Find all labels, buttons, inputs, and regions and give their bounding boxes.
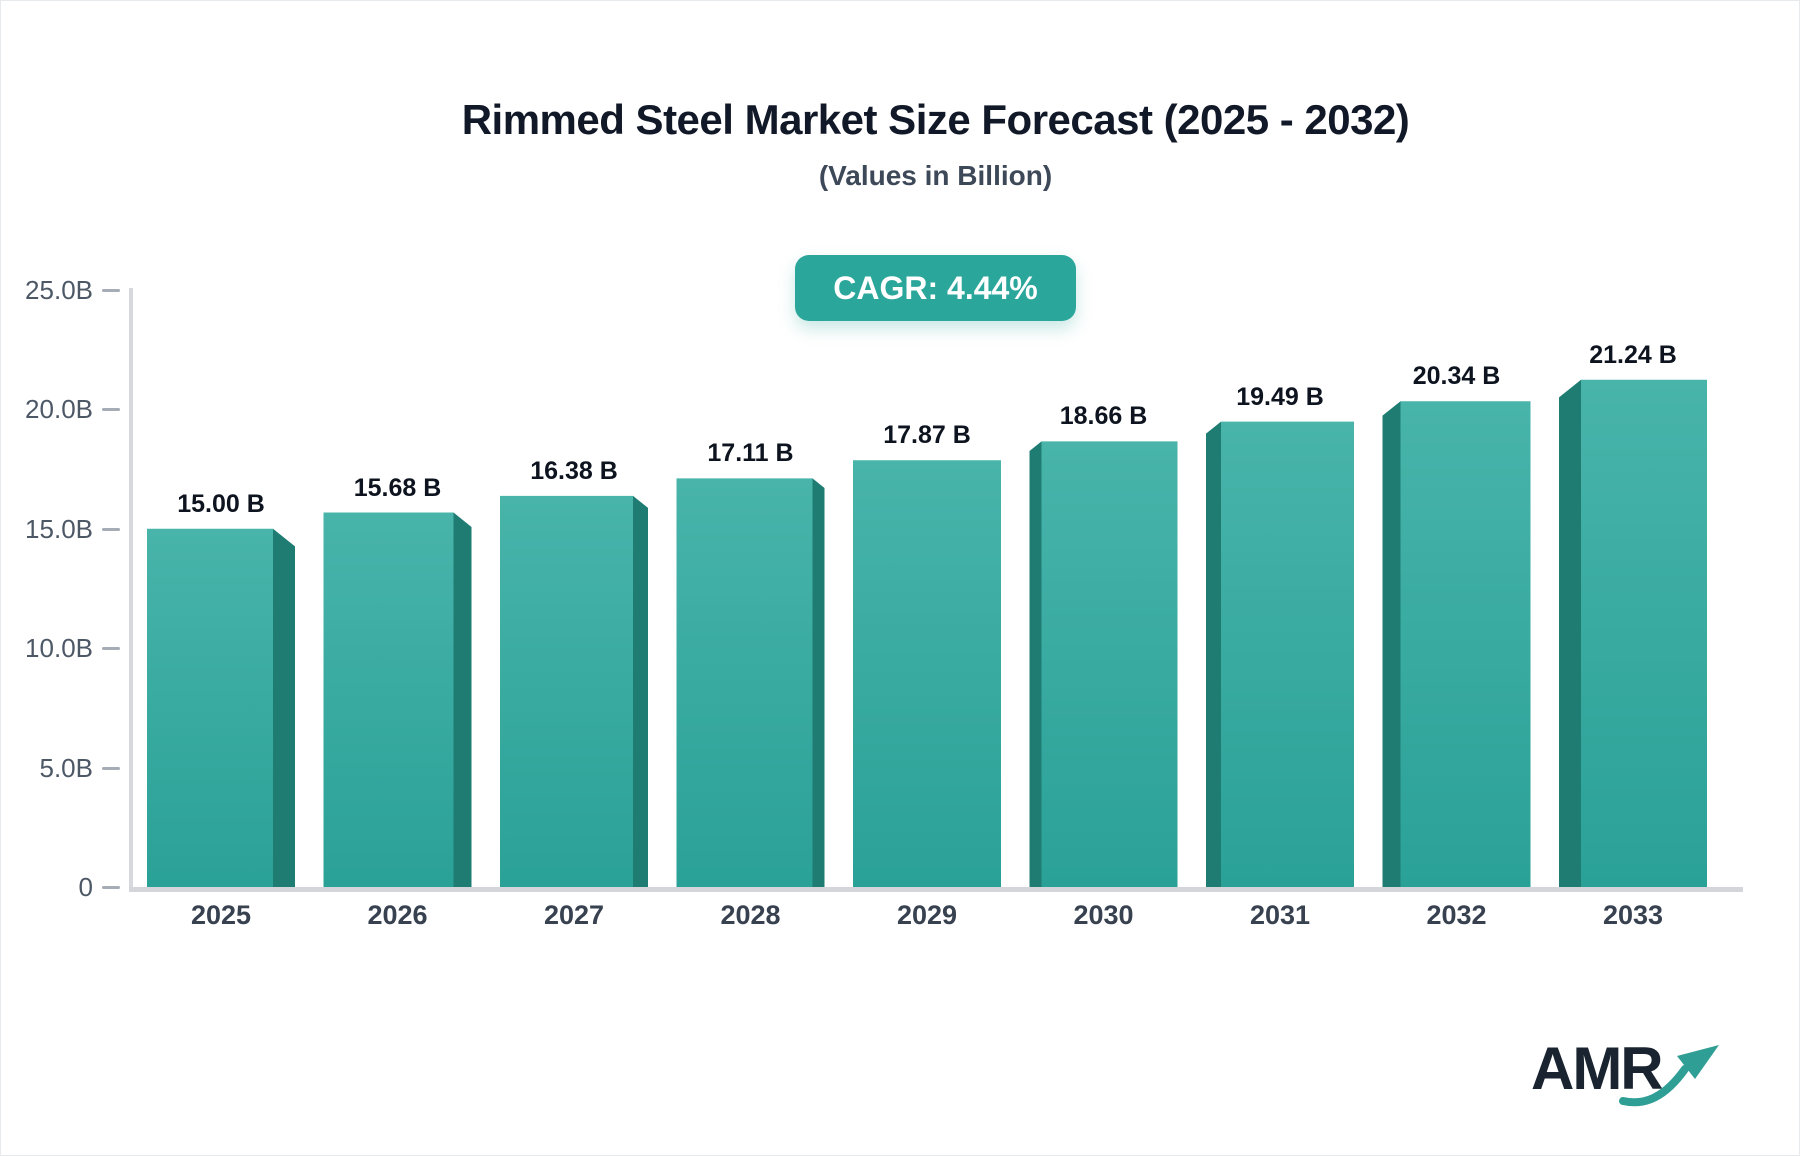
cagr-badge-band: CAGR: 4.44% — [70, 255, 1799, 321]
bar-face — [1221, 421, 1354, 887]
y-tick-dash — [102, 408, 120, 412]
x-tick-label: 2032 — [1426, 900, 1487, 930]
trend-arrow-icon — [1619, 1045, 1719, 1107]
bar-face — [1041, 441, 1178, 887]
bar-value-label: 21.24 B — [1589, 340, 1677, 369]
x-tick-label: 2033 — [1602, 900, 1664, 930]
y-tick-label: 0 — [78, 872, 93, 902]
bar-value-label: 17.11 B — [707, 439, 794, 468]
bar-face — [500, 495, 633, 887]
amr-logo-text: AMR — [1531, 1035, 1664, 1102]
chart-subtitle: (Values in Billion) — [818, 160, 1053, 191]
y-tick-dash — [102, 647, 120, 651]
x-axis-line — [129, 887, 1743, 892]
y-tick-dash — [102, 527, 120, 531]
bar-value-label: 19.49 B — [1236, 382, 1324, 411]
bar-value-label: 15.68 B — [353, 473, 442, 502]
y-tick-dash — [102, 289, 120, 292]
y-tick-label: 20.0B — [25, 394, 93, 425]
y-tick-label: 15.0B — [25, 513, 93, 544]
bar-side — [1029, 441, 1042, 887]
x-tick-label: 2025 — [190, 900, 252, 930]
bar-value-label: 18.66 B — [1059, 402, 1148, 431]
bar-side — [273, 528, 295, 887]
y-tick-label: 25.0B — [25, 275, 93, 305]
bar-side — [1382, 401, 1401, 887]
x-tick-label: 2026 — [367, 900, 428, 930]
amr-logo: AMR — [1523, 1029, 1753, 1121]
bar-face — [1400, 401, 1531, 887]
y-tick-label: 5.0B — [39, 752, 94, 783]
x-tick-label: 2027 — [543, 900, 605, 930]
bar-face — [323, 512, 454, 887]
bar-side — [1206, 421, 1221, 887]
bar-face — [853, 460, 1001, 887]
bar-face — [1581, 379, 1707, 887]
y-tick-dash — [102, 766, 120, 770]
bar-value-label: 15.00 B — [177, 489, 265, 518]
y-tick-label: 10.0B — [25, 633, 93, 664]
bar-face — [676, 478, 813, 887]
bar-value-label: 20.34 B — [1412, 362, 1501, 391]
cagr-badge: CAGR: 4.44% — [795, 255, 1076, 321]
x-tick-label: 2029 — [896, 900, 958, 930]
bar-side — [453, 512, 472, 887]
bar-value-label: 16.38 B — [530, 456, 618, 485]
y-tick-dash — [102, 886, 120, 889]
chart-title: Rimmed Steel Market Size Forecast (2025 … — [461, 96, 1410, 143]
x-tick-label: 2031 — [1249, 900, 1311, 930]
bar-side — [812, 478, 825, 887]
bar-side — [1559, 379, 1581, 887]
bar-side — [633, 495, 648, 887]
x-tick-label: 2028 — [720, 900, 781, 930]
y-axis-line — [129, 288, 133, 892]
bar-value-label: 17.87 B — [883, 421, 971, 450]
x-tick-label: 2030 — [1073, 900, 1134, 930]
bar-face — [147, 528, 273, 887]
